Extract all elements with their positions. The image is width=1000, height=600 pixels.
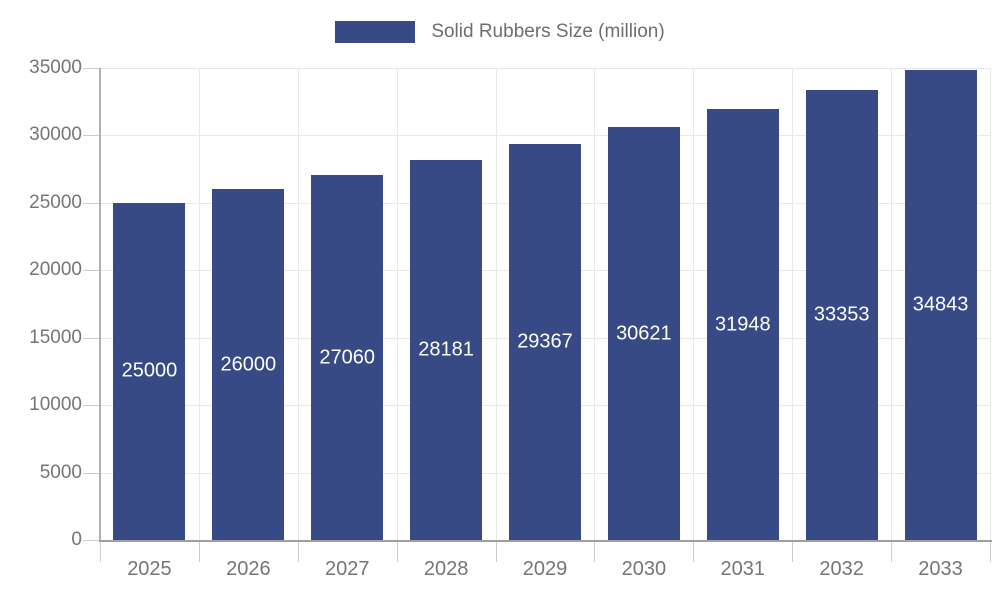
y-tick-mark (83, 202, 99, 204)
grid-line-horizontal (100, 68, 990, 69)
bar-value-label: 34843 (912, 293, 969, 316)
y-tick-label: 15000 (29, 326, 82, 348)
y-tick-label: 10000 (29, 394, 82, 416)
x-tick-label: 2026 (226, 558, 271, 580)
bar: 29367 (509, 143, 581, 540)
bar: 31948 (706, 109, 779, 540)
x-tick-label: 2029 (522, 558, 568, 580)
x-tick-mark (792, 542, 794, 562)
bar: 28181 (410, 159, 483, 540)
x-tick-mark (396, 542, 398, 562)
bar-value-label: 31948 (714, 313, 771, 336)
x-tick-label: 2025 (127, 558, 172, 580)
grid-line-vertical (792, 68, 794, 540)
y-tick-mark (83, 337, 99, 339)
legend-swatch[interactable] (335, 21, 416, 43)
bar: 27060 (311, 175, 384, 540)
grid-line-vertical (693, 68, 695, 540)
y-axis-line (99, 68, 101, 542)
y-tick-mark (83, 68, 99, 69)
plot-area: 25000 26000 27060 28181 29367 30621 31948 33353… (100, 68, 991, 540)
grid-line-vertical (396, 68, 398, 540)
bar: 33353 (805, 90, 878, 540)
y-tick-label: 25000 (29, 191, 82, 213)
chart-legend[interactable]: Solid Rubbers Size (million) (0, 18, 1000, 46)
x-tick-mark (198, 542, 200, 562)
x-tick-mark (693, 542, 695, 562)
y-tick-label: 30000 (29, 124, 82, 146)
bar-value-label: 25000 (121, 359, 178, 382)
bar: 26000 (212, 189, 285, 540)
x-tick-label: 2030 (621, 558, 667, 580)
x-tick-mark (297, 542, 299, 562)
x-tick-mark (891, 542, 893, 562)
y-tick-label: 20000 (29, 259, 82, 281)
grid-line-vertical (990, 68, 991, 540)
grid-line-vertical (198, 68, 200, 540)
y-tick-mark (83, 405, 99, 407)
bar: 34843 (904, 70, 977, 540)
grid-line-vertical (495, 68, 497, 540)
x-tick-mark (594, 542, 596, 562)
grid-line-vertical (594, 68, 596, 540)
y-tick-label: 5000 (39, 461, 82, 483)
y-tick-label: 0 (71, 529, 82, 550)
y-tick-mark (83, 472, 99, 474)
x-tick-label: 2028 (423, 558, 469, 580)
bar-value-label: 30621 (616, 322, 672, 345)
grid-line-vertical (297, 68, 299, 540)
x-tick-label: 2027 (324, 558, 370, 580)
x-tick-label: 2033 (918, 558, 963, 580)
grid-line-vertical (891, 68, 893, 540)
x-tick-label: 2031 (720, 558, 766, 580)
bar-value-label: 27060 (319, 346, 376, 369)
bar: 30621 (607, 127, 680, 540)
bar-value-label: 26000 (220, 353, 277, 376)
x-tick-mark (495, 542, 497, 562)
bar-value-label: 29367 (517, 330, 573, 353)
y-tick-label: 35000 (29, 57, 82, 78)
legend-label[interactable]: Solid Rubbers Size (million) (431, 21, 665, 42)
y-tick-mark (83, 270, 99, 272)
bar-value-label: 28181 (418, 338, 474, 361)
x-tick-mark (100, 542, 101, 562)
x-axis-line (99, 540, 992, 542)
x-tick-label: 2032 (819, 558, 864, 580)
y-tick-mark (83, 540, 99, 541)
grid-line-horizontal (100, 135, 990, 137)
bar: 25000 (113, 202, 186, 540)
x-tick-mark (990, 542, 991, 562)
bar-value-label: 33353 (813, 303, 870, 326)
y-tick-mark (83, 135, 99, 137)
